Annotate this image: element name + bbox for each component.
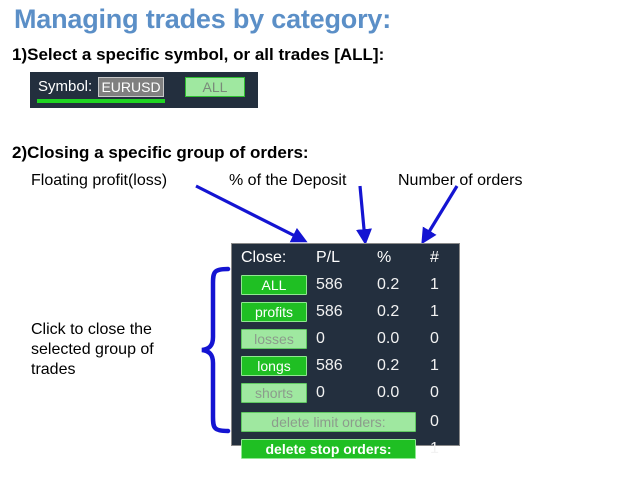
delete-limit-num-value: 0: [430, 413, 439, 430]
losses-pct-value: 0.0: [377, 330, 400, 347]
close-longs-button[interactable]: longs: [241, 356, 307, 376]
longs-pl-value: 586: [316, 357, 343, 374]
delete-limit-orders-button[interactable]: delete limit orders:: [241, 412, 416, 432]
losses-num-value: 0: [430, 330, 439, 347]
close-orders-panel: Close: P/L % # ALL 586 0.2 1 profits 586…: [231, 243, 460, 459]
step-two-instruction: 2)Closing a specific group of orders:: [12, 143, 309, 162]
close-shorts-button[interactable]: shorts: [241, 383, 307, 403]
table-row: profits 586 0.2 1: [232, 302, 459, 326]
shorts-pl-value: 0: [316, 384, 325, 401]
profits-pct-value: 0.2: [377, 303, 400, 320]
symbol-label: Symbol:: [38, 78, 93, 95]
arrow-to-num-column: [421, 185, 459, 245]
delete-stop-orders-button[interactable]: delete stop orders:: [241, 439, 416, 459]
profits-num-value: 1: [430, 303, 439, 320]
page-title: Managing trades by category:: [14, 4, 391, 34]
shorts-num-value: 0: [430, 384, 439, 401]
shorts-pct-value: 0.0: [377, 384, 400, 401]
all-pl-value: 586: [316, 276, 343, 293]
longs-num-value: 1: [430, 357, 439, 374]
table-row: shorts 0 0.0 0: [232, 383, 459, 407]
arrow-to-pl-column: [195, 184, 308, 243]
close-profits-button[interactable]: profits: [241, 302, 307, 322]
profits-pl-value: 586: [316, 303, 343, 320]
step-one-instruction: 1)Select a specific symbol, or all trade…: [12, 45, 385, 64]
all-pct-value: 0.2: [377, 276, 400, 293]
table-row: losses 0 0.0 0: [232, 329, 459, 353]
close-losses-button[interactable]: losses: [241, 329, 307, 349]
annotation-percent-of-deposit: % of the Deposit: [229, 172, 347, 189]
arrow-to-pct-column: [356, 185, 372, 246]
click-to-close-caption: Click to close the selected group of tra…: [31, 321, 154, 378]
symbol-underline-bar: [37, 99, 165, 103]
table-row: delete limit orders: 0: [232, 412, 459, 436]
losses-pl-value: 0: [316, 330, 325, 347]
annotation-floating-profit-loss: Floating profit(loss): [31, 172, 168, 189]
longs-pct-value: 0.2: [377, 357, 400, 374]
symbol-value-button[interactable]: EURUSD: [98, 77, 164, 97]
table-row: delete stop orders: 1: [232, 439, 459, 463]
header-num: #: [430, 249, 439, 266]
all-num-value: 1: [430, 276, 439, 293]
table-row: longs 586 0.2 1: [232, 356, 459, 380]
header-pl: P/L: [316, 249, 341, 266]
table-row: ALL 586 0.2 1: [232, 275, 459, 299]
close-all-button[interactable]: ALL: [241, 275, 307, 295]
panel-header-row: Close: P/L % #: [232, 248, 459, 272]
header-pct: %: [377, 249, 392, 266]
all-symbols-button[interactable]: ALL: [185, 77, 245, 97]
annotation-number-of-orders: Number of orders: [398, 172, 523, 189]
delete-stop-num-value: 1: [430, 440, 439, 457]
brace-path: [201, 266, 231, 434]
symbol-selection-panel: Symbol: EURUSD ALL: [30, 72, 258, 108]
header-close: Close:: [241, 249, 287, 266]
